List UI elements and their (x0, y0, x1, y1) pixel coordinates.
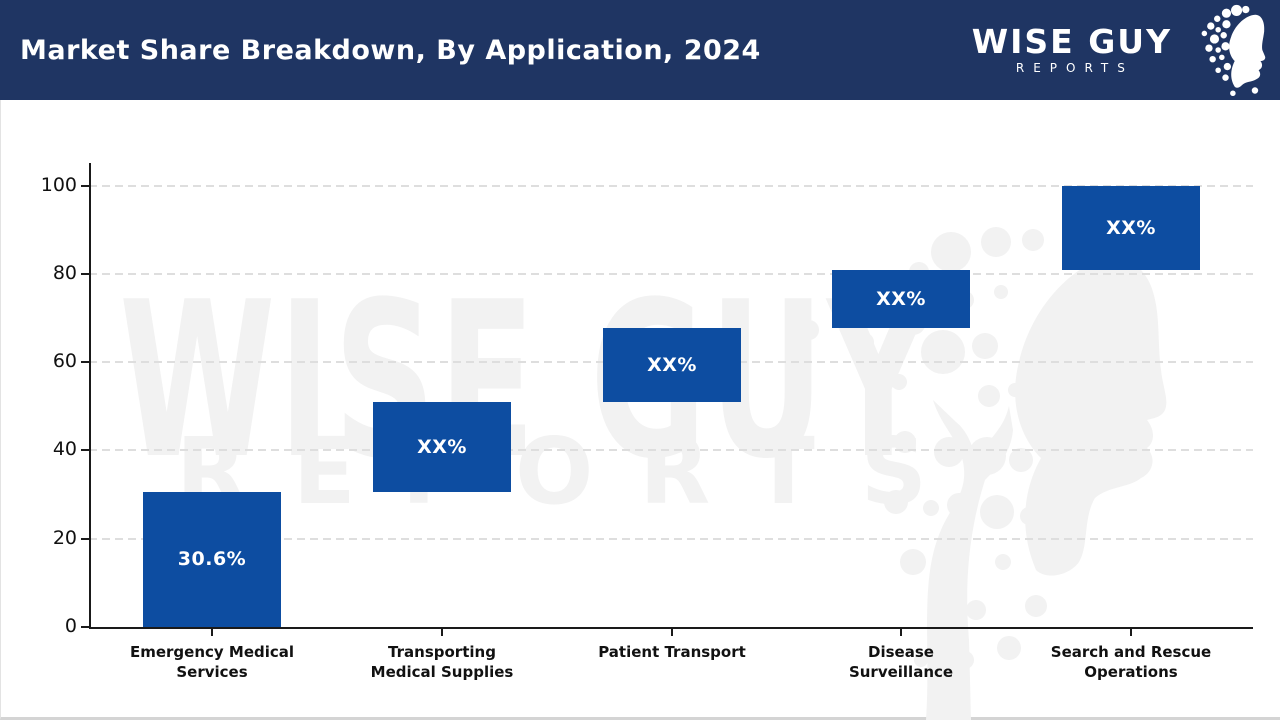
watermark-text-top: WISE GUY (119, 255, 933, 506)
y-gridline (89, 184, 1253, 187)
page-title: Market Share Breakdown, By Application, … (20, 34, 761, 66)
y-gridline (89, 449, 1253, 452)
y-axis-tick-label: 100 (40, 173, 77, 196)
y-axis-tick-label: 80 (52, 261, 77, 284)
x-axis-tick-mark (211, 627, 213, 636)
bar-segment: XX% (832, 269, 970, 328)
y-axis-tick-label: 40 (52, 438, 77, 461)
y-axis-tick-label: 0 (64, 615, 77, 637)
x-axis-tick-mark (900, 627, 902, 636)
watermark-text-bottom: REPORTS (176, 418, 974, 525)
y-gridline (89, 537, 1253, 540)
x-axis-category-label: Transporting Medical Supplies (370, 643, 514, 682)
y-axis-tick-mark (81, 537, 89, 540)
bar-segment: 30.6% (143, 491, 281, 627)
chart-canvas: WISE GUY REPORTS 0 20 40 60 80 100 30.6% Emerge… (0, 100, 1280, 720)
header-bar: Market Share Breakdown, By Application, … (0, 0, 1280, 100)
x-axis-tick-mark (441, 627, 443, 636)
x-axis-category-label: Disease Surveillance (848, 643, 954, 682)
y-axis-tick-label: 60 (52, 350, 77, 373)
y-gridline (89, 272, 1253, 275)
y-axis-tick-mark (81, 272, 89, 275)
bar-value-label: XX% (876, 287, 926, 310)
x-axis-category-label: Emergency Medical Services (129, 643, 295, 682)
logo-brand-name: WISE GUY (971, 21, 1172, 61)
bar-segment: XX% (1062, 185, 1200, 270)
y-axis-tick-mark (81, 449, 89, 452)
x-axis-category-label: Search and Rescue Operations (1050, 643, 1212, 682)
y-axis-spine (89, 163, 91, 629)
bar-value-label: XX% (417, 435, 467, 458)
x-axis-tick-mark (1130, 627, 1132, 636)
x-axis-category-label: Patient Transport (598, 643, 746, 661)
bar-value-label: XX% (647, 353, 697, 376)
wiseguy-logo-text: WISE GUY REPORTS (971, 21, 1172, 76)
y-axis-tick-mark (81, 626, 89, 628)
bar-value-label: 30.6% (177, 548, 247, 571)
bar-segment: XX% (373, 401, 511, 492)
x-axis-tick-mark (671, 627, 673, 636)
bar-segment: XX% (603, 327, 741, 402)
logo-brand-subtitle: REPORTS (1015, 61, 1134, 76)
y-axis-tick-mark (81, 361, 89, 364)
bar-value-label: XX% (1106, 216, 1156, 239)
wiseguy-logo: WISE GUY REPORTS (972, 4, 1280, 96)
y-axis-tick-label: 20 (52, 526, 77, 549)
wiseguy-face-icon (1201, 4, 1266, 96)
y-axis-tick-mark (81, 184, 89, 187)
